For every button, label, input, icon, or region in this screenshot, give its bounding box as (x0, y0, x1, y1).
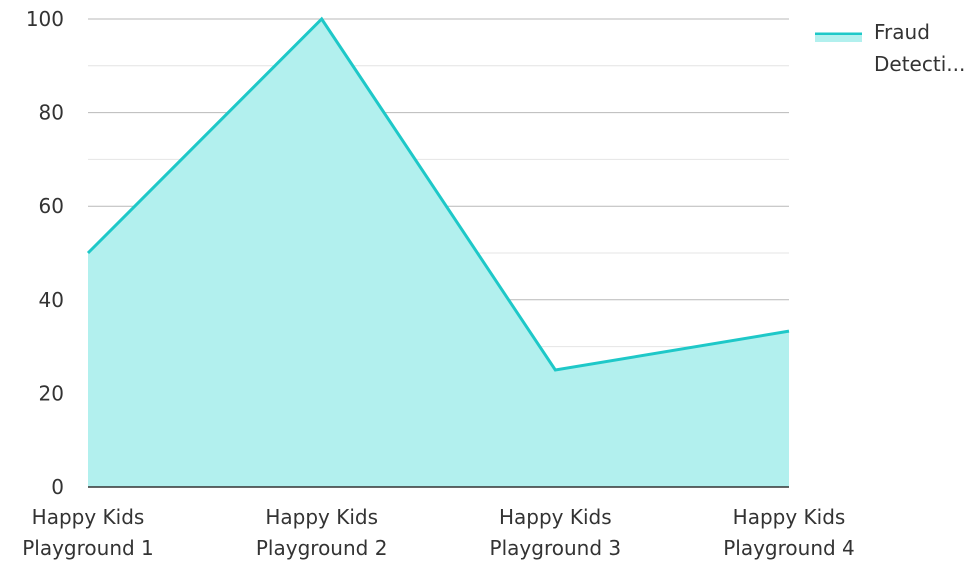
y-tick-label: 0 (51, 475, 64, 499)
x-tick-label: Happy Kids Playground 3 (490, 505, 622, 560)
legend: Fraud Detecti... (815, 20, 965, 76)
series-area-fill (88, 19, 789, 487)
legend-label-line-2: Detecti... (874, 52, 965, 76)
x-tick-label: Happy Kids Playground 2 (256, 505, 388, 560)
y-tick-label: 80 (39, 101, 64, 125)
y-axis: 0 20 40 60 80 100 (26, 7, 789, 499)
series-line (86, 16, 790, 372)
y-tick-label: 60 (39, 194, 64, 218)
y-tick-label: 100 (26, 7, 64, 31)
x-tick-label: Happy Kids Playground 1 (22, 505, 154, 560)
x-axis: Happy Kids Playground 1 Happy Kids Playgrou… (22, 505, 855, 560)
y-tick-label: 40 (39, 288, 64, 312)
y-tick-label: 20 (39, 381, 64, 405)
series-area (86, 16, 790, 487)
legend-swatch-fill (815, 35, 862, 42)
legend-label-line-1: Fraud (874, 20, 930, 44)
x-tick-label: Happy Kids Playground 4 (723, 505, 855, 560)
